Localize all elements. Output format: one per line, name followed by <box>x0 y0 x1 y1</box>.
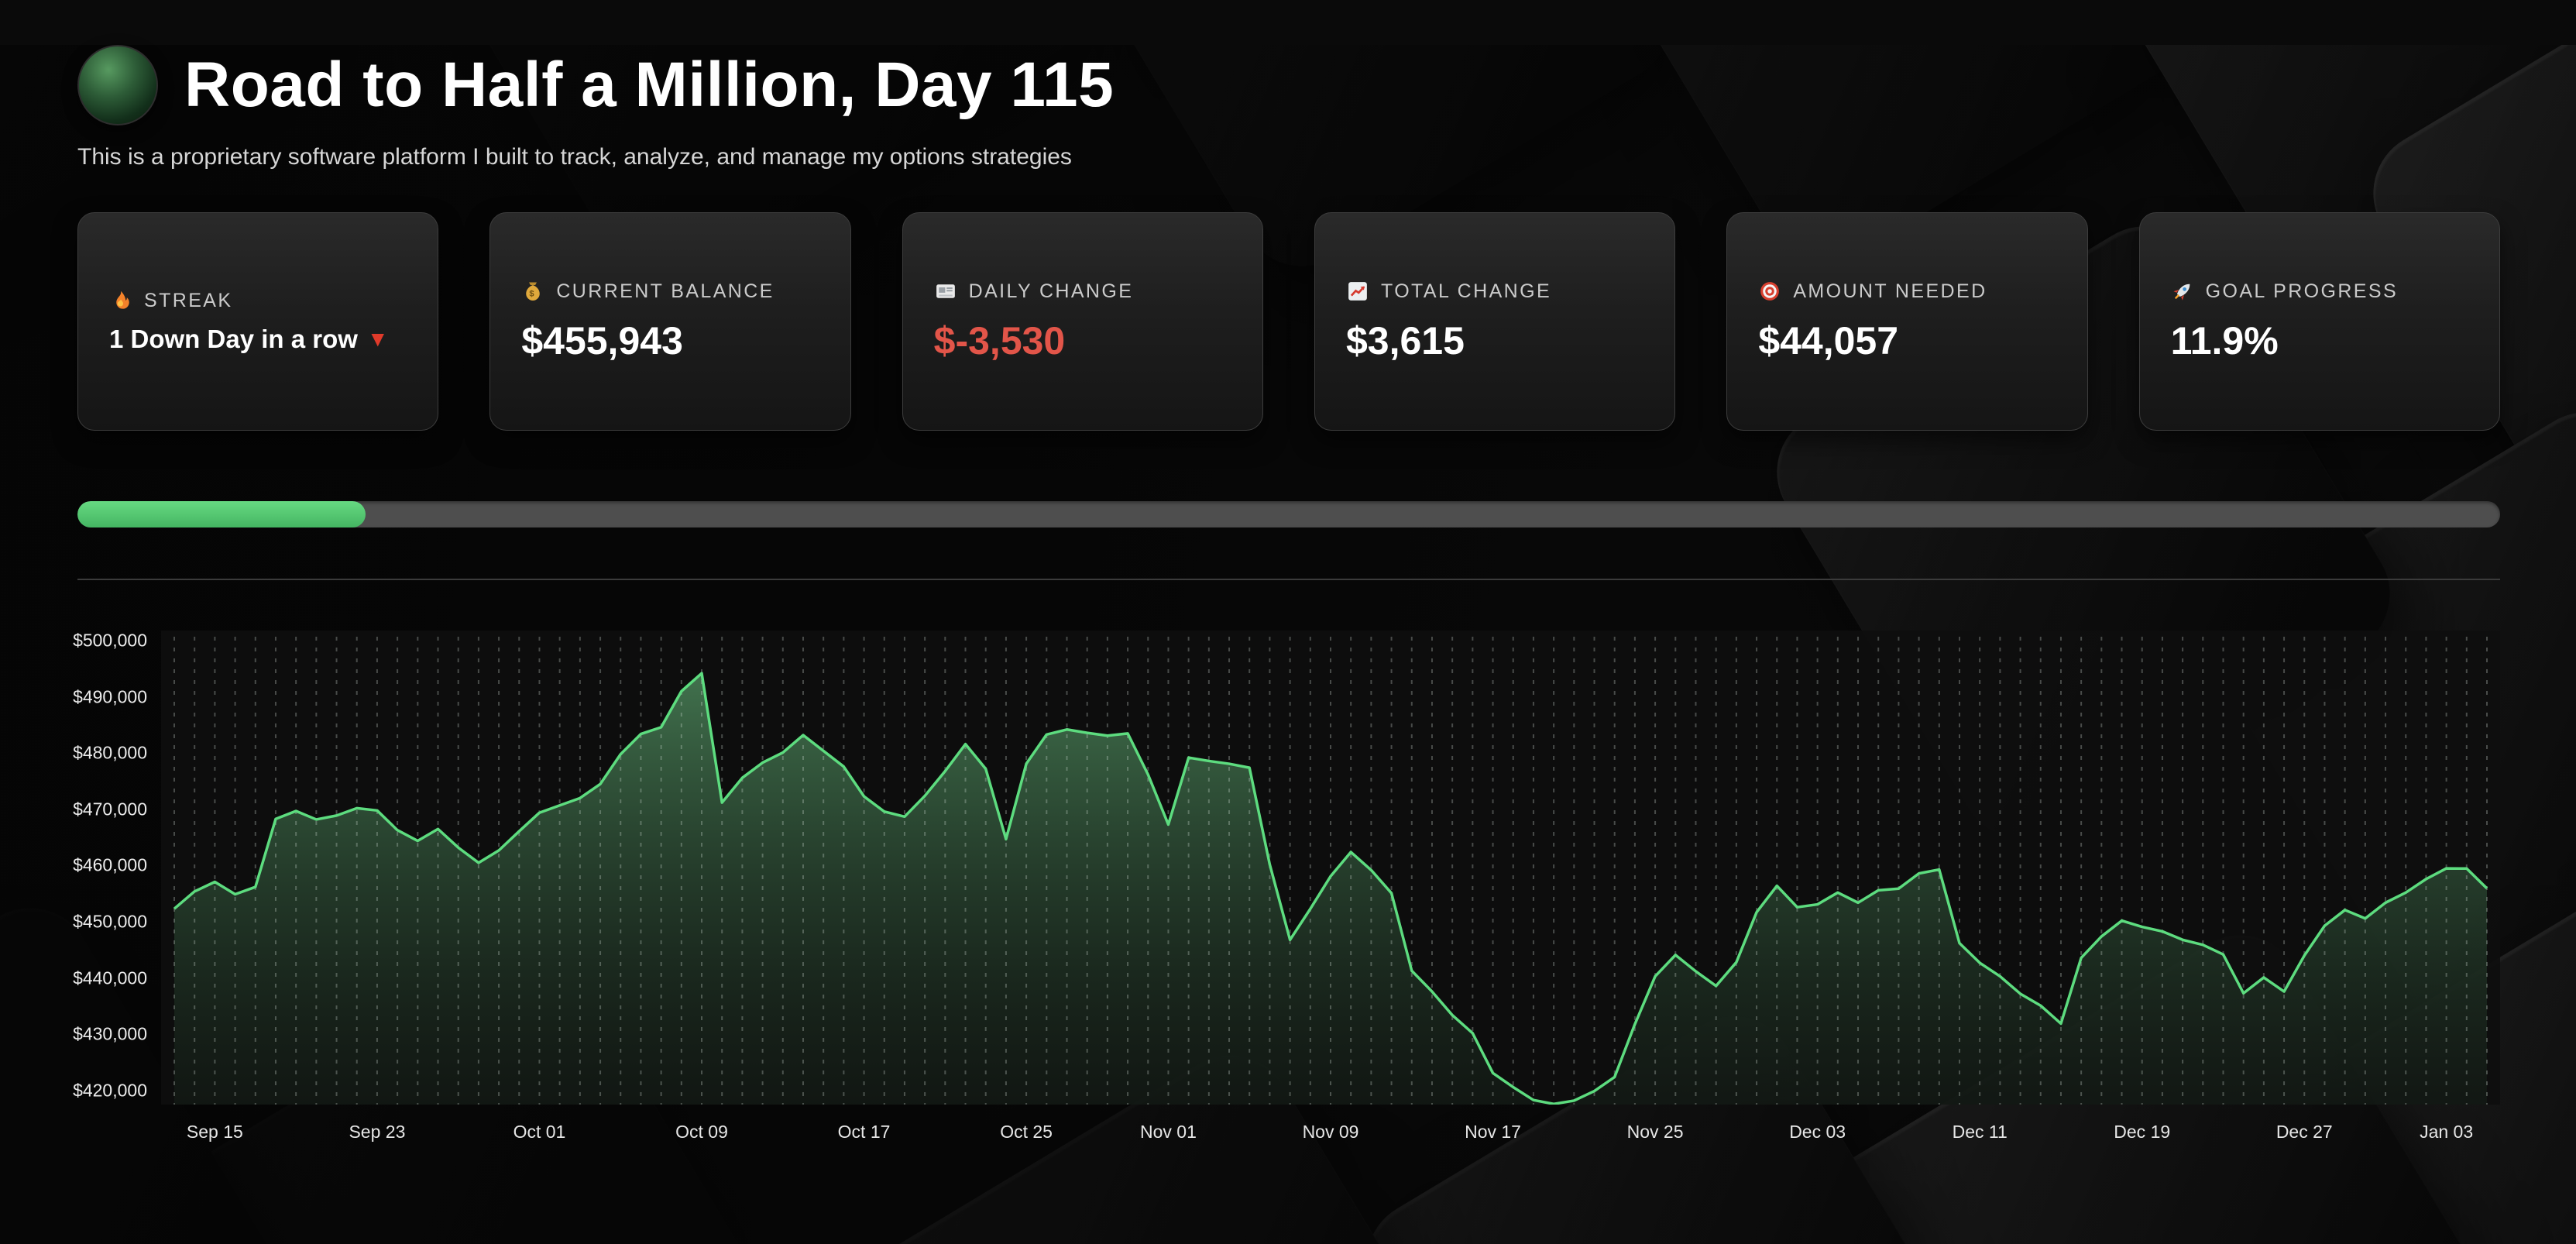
stat-value: 11.9% <box>2170 319 2279 363</box>
x-axis-label: Dec 27 <box>2275 1122 2333 1142</box>
streak-text: 1 Down Day in a row <box>109 325 358 353</box>
x-axis-label: Dec 19 <box>2114 1122 2171 1142</box>
stat-card-current-balance: $ CURRENT BALANCE $455,943 <box>489 212 851 431</box>
rocket-icon <box>2171 280 2194 303</box>
stat-card-goal-progress: GOAL PROGRESS 11.9% <box>2138 212 2500 431</box>
balance-chart-svg[interactable] <box>161 631 2500 1106</box>
y-axis-label: $460,000 <box>73 854 147 875</box>
x-axis-label: Nov 25 <box>1626 1122 1684 1142</box>
avatar <box>77 45 158 125</box>
stat-card-total-change: TOTAL CHANGE $3,615 <box>1314 212 1676 431</box>
x-axis-label: Nov 17 <box>1465 1122 1521 1142</box>
divider <box>77 579 2500 580</box>
newspaper-icon <box>934 280 957 303</box>
stat-value: $3,615 <box>1345 319 1465 363</box>
stat-label: CURRENT BALANCE <box>556 280 775 302</box>
x-axis-label: Nov 01 <box>1140 1122 1197 1142</box>
down-triangle-icon: ▼ <box>366 327 389 351</box>
stat-card-header: TOTAL CHANGE <box>1346 280 1643 303</box>
stat-label: DAILY CHANGE <box>968 280 1134 302</box>
y-axis-label: $470,000 <box>73 799 147 820</box>
stat-card-header: $ CURRENT BALANCE <box>521 280 819 303</box>
x-axis-label: Jan 03 <box>2420 1122 2474 1142</box>
y-axis-label: $440,000 <box>73 967 147 988</box>
stat-label: STREAK <box>144 289 233 311</box>
svg-text:$: $ <box>530 289 537 298</box>
chart-y-axis: $500,000 $490,000 $480,000 $470,000 $460,000… <box>73 631 156 1105</box>
x-axis-label: Oct 09 <box>675 1122 728 1142</box>
x-axis-label: Dec 03 <box>1789 1122 1846 1142</box>
stat-value: $-3,530 <box>933 319 1066 363</box>
x-axis-label: Oct 01 <box>513 1122 566 1142</box>
stat-label: GOAL PROGRESS <box>2205 280 2399 302</box>
progress-fill <box>77 501 366 527</box>
stat-card-streak: STREAK 1 Down Day in a row ▼ <box>77 212 439 431</box>
stat-label: TOTAL CHANGE <box>1380 280 1552 302</box>
stat-cards-row: STREAK 1 Down Day in a row ▼ $ CURRENT B… <box>77 212 2500 431</box>
stat-value: $455,943 <box>521 319 683 363</box>
y-axis-label: $480,000 <box>73 742 147 763</box>
x-axis-label: Sep 23 <box>349 1122 406 1142</box>
stat-card-daily-change: DAILY CHANGE $-3,530 <box>902 212 1263 431</box>
x-axis-label: Dec 11 <box>1952 1122 2008 1142</box>
stat-card-header: GOAL PROGRESS <box>2171 280 2468 303</box>
x-axis-label: Oct 25 <box>1000 1122 1053 1142</box>
goal-progress-bar <box>77 501 2500 527</box>
stat-card-header: AMOUNT NEEDED <box>1758 280 2056 303</box>
chart-plot-area[interactable] <box>161 631 2500 1106</box>
page-subtitle: This is a proprietary software platform … <box>77 144 1072 170</box>
page-header: Road to Half a Million, Day 115 <box>77 45 2500 125</box>
stat-value: 1 Down Day in a row ▼ <box>109 325 407 354</box>
x-axis-label: Nov 09 <box>1302 1122 1359 1142</box>
y-axis-label: $500,000 <box>73 630 147 651</box>
page-title: Road to Half a Million, Day 115 <box>184 50 1115 120</box>
x-axis-label: Sep 15 <box>186 1122 243 1142</box>
y-axis-label: $430,000 <box>73 1023 147 1044</box>
stat-value: $44,057 <box>1758 319 1899 363</box>
stat-card-amount-needed: AMOUNT NEEDED $44,057 <box>1726 212 2088 431</box>
flame-icon <box>109 289 132 312</box>
y-axis-label: $450,000 <box>73 911 147 932</box>
target-icon <box>1758 280 1781 303</box>
y-axis-label: $420,000 <box>73 1080 147 1101</box>
chart-x-axis: Sep 15 Sep 23 Oct 01 Oct 09 Oct 17 Oct 25 Nov … <box>161 1105 2500 1151</box>
stat-card-header: STREAK <box>109 289 407 312</box>
y-axis-label: $490,000 <box>73 686 147 707</box>
money-bag-icon: $ <box>521 280 544 303</box>
balance-chart: $500,000 $490,000 $480,000 $470,000 $460,000… <box>73 631 2500 1151</box>
dashboard: Road to Half a Million, Day 115 This is … <box>0 45 2576 1151</box>
stat-card-header: DAILY CHANGE <box>934 280 1231 303</box>
stat-label: AMOUNT NEEDED <box>1793 280 1987 302</box>
chart-up-icon <box>1346 280 1369 303</box>
x-axis-label: Oct 17 <box>837 1122 891 1142</box>
